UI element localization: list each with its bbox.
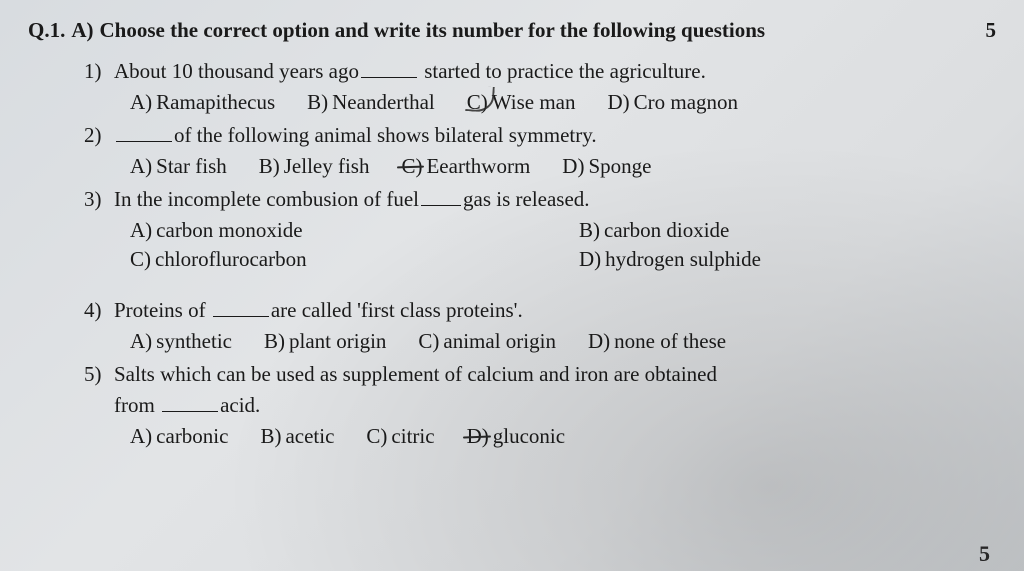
option-b: B)plant origin (264, 329, 386, 354)
question-line: 1) About 10 thousand years ago started t… (84, 59, 996, 84)
option-b: B)carbon dioxide (579, 218, 919, 243)
question-line: 4) Proteins of are called 'first class p… (84, 298, 996, 323)
question-text: Salts which can be used as supplement of… (114, 362, 717, 387)
marks: 5 (986, 18, 997, 43)
option-c: C)Wise man (467, 90, 576, 115)
blank (361, 77, 417, 78)
question-text: from acid. (114, 393, 260, 418)
options-row: A)Ramapithecus B)Neanderthal C)Wise man … (130, 90, 996, 115)
blank (116, 141, 172, 142)
option-d: D)Cro magnon (607, 90, 738, 115)
option-d: D)hydrogen sulphide (579, 247, 919, 272)
option-c: C)chloroflurocarbon (130, 247, 470, 272)
question-text: Proteins of are called 'first class prot… (114, 298, 523, 323)
blank (421, 205, 461, 206)
item-number: 3) (84, 187, 114, 212)
question-1: 1) About 10 thousand years ago started t… (84, 59, 996, 115)
question-5: 5) Salts which can be used as supplement… (84, 362, 996, 449)
blank (162, 411, 218, 412)
question-line-2: from acid. (114, 393, 996, 418)
option-a: A)carbon monoxide (130, 218, 470, 243)
question-line: 3) In the incomplete combusion of fuelga… (84, 187, 996, 212)
option-d: D)gluconic (467, 424, 565, 449)
option-c: C)Eearthworm (401, 154, 530, 179)
option-b: B)Neanderthal (307, 90, 435, 115)
question-2: 2) of the following animal shows bilater… (84, 123, 996, 179)
item-number: 1) (84, 59, 114, 84)
question-line: 2) of the following animal shows bilater… (84, 123, 996, 148)
header-text: Choose the correct option and write its … (100, 18, 968, 43)
option-c: C)citric (366, 424, 434, 449)
options-row: A)carbonic B)acetic C)citric D)gluconic (130, 424, 996, 449)
item-number: 4) (84, 298, 114, 323)
option-b: B)Jelley fish (259, 154, 370, 179)
option-a: A)Ramapithecus (130, 90, 275, 115)
option-a: A)carbonic (130, 424, 228, 449)
page-footer-number: 5 (979, 541, 990, 567)
blank (213, 316, 269, 317)
option-d: D)Sponge (562, 154, 651, 179)
option-a: A)synthetic (130, 329, 232, 354)
question-text: of the following animal shows bilateral … (114, 123, 597, 148)
options-row: A)synthetic B)plant origin C)animal orig… (130, 329, 996, 354)
item-number: 2) (84, 123, 114, 148)
question-4: 4) Proteins of are called 'first class p… (84, 298, 996, 354)
part-label: A) (71, 18, 93, 43)
options-grid: A)carbon monoxide C)chloroflurocarbon B)… (130, 218, 996, 290)
option-a: A)Star fish (130, 154, 227, 179)
question-text: About 10 thousand years ago started to p… (114, 59, 706, 84)
option-d: D)none of these (588, 329, 726, 354)
item-number: 5) (84, 362, 114, 387)
option-b: B)acetic (260, 424, 334, 449)
question-3: 3) In the incomplete combusion of fuelga… (84, 187, 996, 290)
question-text: In the incomplete combusion of fuelgas i… (114, 187, 590, 212)
options-row: A)Star fish B)Jelley fish C)Eearthworm D… (130, 154, 996, 179)
question-line: 5) Salts which can be used as supplement… (84, 362, 996, 387)
question-number: Q.1. (28, 18, 65, 43)
section-header: Q.1. A) Choose the correct option and wr… (28, 18, 996, 43)
option-c: C)animal origin (418, 329, 556, 354)
